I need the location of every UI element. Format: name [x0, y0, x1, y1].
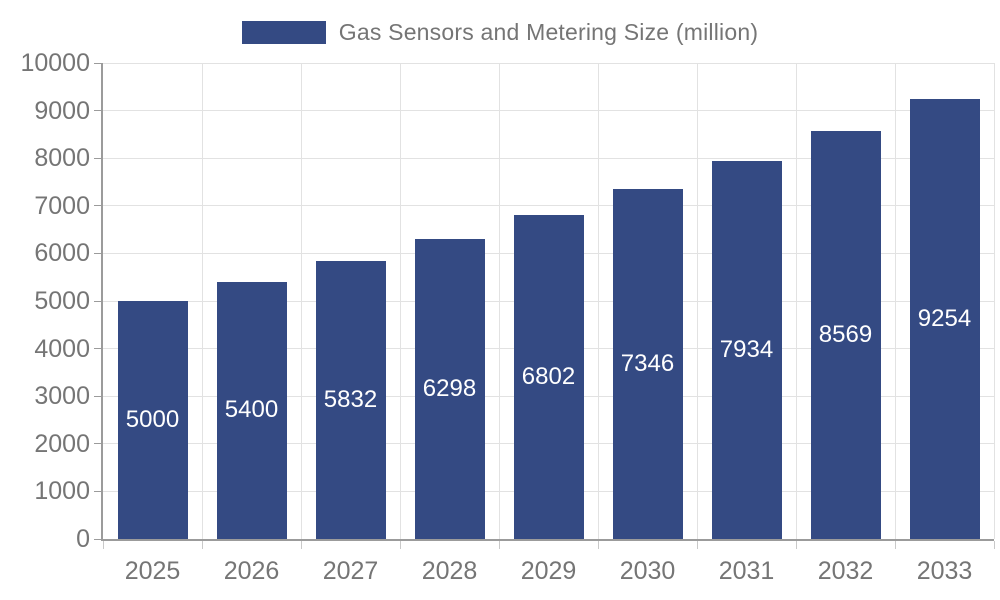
y-tick-label: 10000 [20, 49, 90, 77]
x-tick-mark [300, 541, 302, 549]
x-gridline [894, 63, 896, 539]
x-tick-mark [102, 541, 104, 549]
x-gridline [300, 63, 302, 539]
y-tick-mark [94, 538, 102, 540]
x-tick-mark [399, 541, 401, 549]
x-tick-label: 2025 [124, 557, 181, 585]
bar: 7346 [612, 189, 683, 539]
bar-value-label: 5832 [323, 386, 378, 414]
y-tick-mark [94, 300, 102, 302]
y-tick-mark [94, 205, 102, 207]
x-gridline [201, 63, 203, 539]
bar: 5000 [117, 301, 188, 539]
y-tick-label: 7000 [34, 191, 90, 220]
x-tick-mark [201, 541, 203, 549]
y-tick-mark [94, 157, 102, 159]
bar: 8569 [810, 131, 881, 539]
y-tick-label: 0 [76, 525, 90, 553]
y-tick-label: 9000 [34, 96, 90, 125]
bar-value-label: 7934 [719, 336, 774, 364]
y-tick-label: 2000 [34, 429, 90, 458]
bar-value-label: 5400 [224, 396, 279, 424]
y-tick-label: 3000 [34, 382, 90, 411]
x-gridline [993, 63, 995, 539]
y-gridline [103, 157, 994, 159]
bar: 6802 [513, 215, 584, 539]
x-axis-line [101, 539, 994, 541]
legend-swatch [241, 21, 326, 44]
x-tick-label: 2029 [520, 557, 577, 585]
y-gridline [103, 110, 994, 112]
x-gridline [597, 63, 599, 539]
y-tick-label: 6000 [34, 239, 90, 268]
y-tick-label: 8000 [34, 144, 90, 173]
bar-value-label: 7346 [620, 350, 675, 378]
y-tick-mark [94, 62, 102, 64]
x-gridline [498, 63, 500, 539]
legend-label: Gas Sensors and Metering Size (million) [338, 19, 759, 45]
y-gridline [103, 205, 994, 207]
y-tick-mark [94, 395, 102, 397]
x-tick-mark [696, 541, 698, 549]
x-tick-mark [795, 541, 797, 549]
y-axis-line [101, 63, 103, 541]
x-gridline [696, 63, 698, 539]
bar-value-label: 9254 [917, 304, 972, 332]
y-tick-mark [94, 348, 102, 350]
x-tick-mark [498, 541, 500, 549]
x-tick-label: 2032 [817, 557, 874, 585]
y-gridline [103, 62, 994, 64]
bar-value-label: 6802 [521, 363, 576, 391]
x-tick-label: 2033 [916, 557, 973, 585]
y-tick-label: 1000 [34, 477, 90, 506]
bar: 5832 [315, 261, 386, 539]
y-tick-mark [94, 490, 102, 492]
y-tick-label: 5000 [34, 287, 90, 315]
x-tick-label: 2026 [223, 557, 280, 585]
x-tick-mark [993, 541, 995, 549]
bar-value-label: 5000 [125, 406, 180, 433]
x-tick-label: 2028 [421, 557, 478, 585]
bar-value-label: 8569 [818, 321, 873, 349]
x-tick-mark [894, 541, 896, 549]
x-tick-label: 2027 [322, 557, 379, 585]
bar: 5400 [216, 281, 287, 539]
plot-area: 5000 5400 5832 6298 6802 7346 7934 8569 9254 [103, 62, 995, 539]
y-tick-mark [94, 252, 102, 254]
bar: 6298 [414, 239, 485, 539]
y-tick-mark [94, 110, 102, 112]
x-tick-label: 2031 [718, 557, 775, 585]
bar-value-label: 6298 [422, 375, 477, 403]
chart-legend-item[interactable]: Gas Sensors and Metering Size (million) [0, 19, 1000, 46]
y-tick-label: 4000 [34, 334, 90, 363]
bar: 9254 [909, 98, 980, 539]
x-gridline [399, 63, 401, 539]
x-tick-mark [597, 541, 599, 549]
bar: 7934 [711, 161, 782, 539]
y-tick-mark [94, 443, 102, 445]
x-tick-label: 2030 [619, 557, 676, 585]
x-gridline [795, 63, 797, 539]
